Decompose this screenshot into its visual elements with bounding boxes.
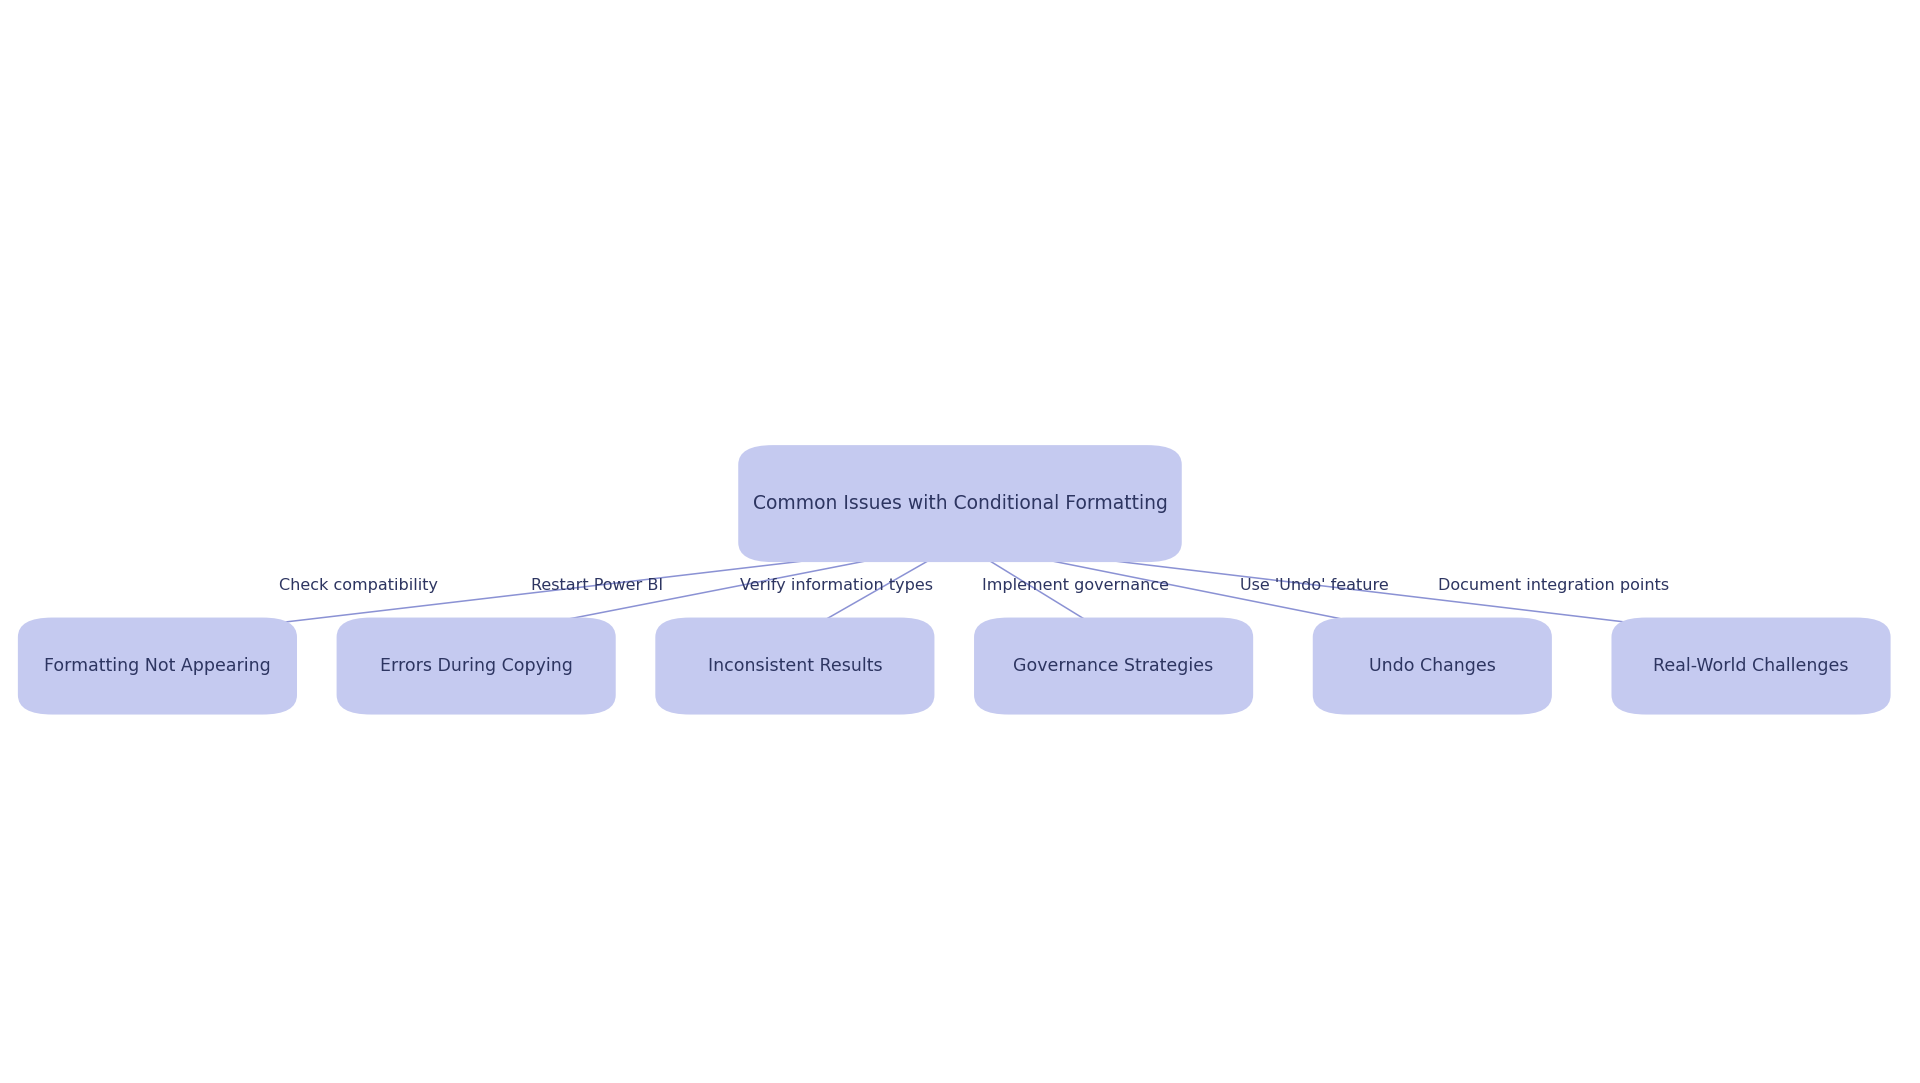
FancyBboxPatch shape: [336, 617, 616, 715]
Text: Undo Changes: Undo Changes: [1369, 657, 1496, 675]
FancyBboxPatch shape: [973, 617, 1254, 715]
Text: Formatting Not Appearing: Formatting Not Appearing: [44, 657, 271, 675]
FancyBboxPatch shape: [655, 617, 935, 715]
Text: Common Issues with Conditional Formatting: Common Issues with Conditional Formattin…: [753, 494, 1167, 513]
Text: Implement governance: Implement governance: [981, 577, 1169, 592]
Text: Governance Strategies: Governance Strategies: [1014, 657, 1213, 675]
Text: Use 'Undo' feature: Use 'Undo' feature: [1240, 577, 1388, 592]
FancyBboxPatch shape: [17, 617, 298, 715]
Text: Check compatibility: Check compatibility: [278, 577, 438, 592]
Text: Inconsistent Results: Inconsistent Results: [708, 657, 881, 675]
Text: Real-World Challenges: Real-World Challenges: [1653, 657, 1849, 675]
Text: Document integration points: Document integration points: [1438, 577, 1668, 592]
Text: Restart Power BI: Restart Power BI: [532, 577, 662, 592]
FancyBboxPatch shape: [1313, 617, 1551, 715]
FancyBboxPatch shape: [737, 445, 1181, 562]
FancyBboxPatch shape: [1611, 617, 1891, 715]
Text: Verify information types: Verify information types: [739, 577, 933, 592]
Text: Errors During Copying: Errors During Copying: [380, 657, 572, 675]
